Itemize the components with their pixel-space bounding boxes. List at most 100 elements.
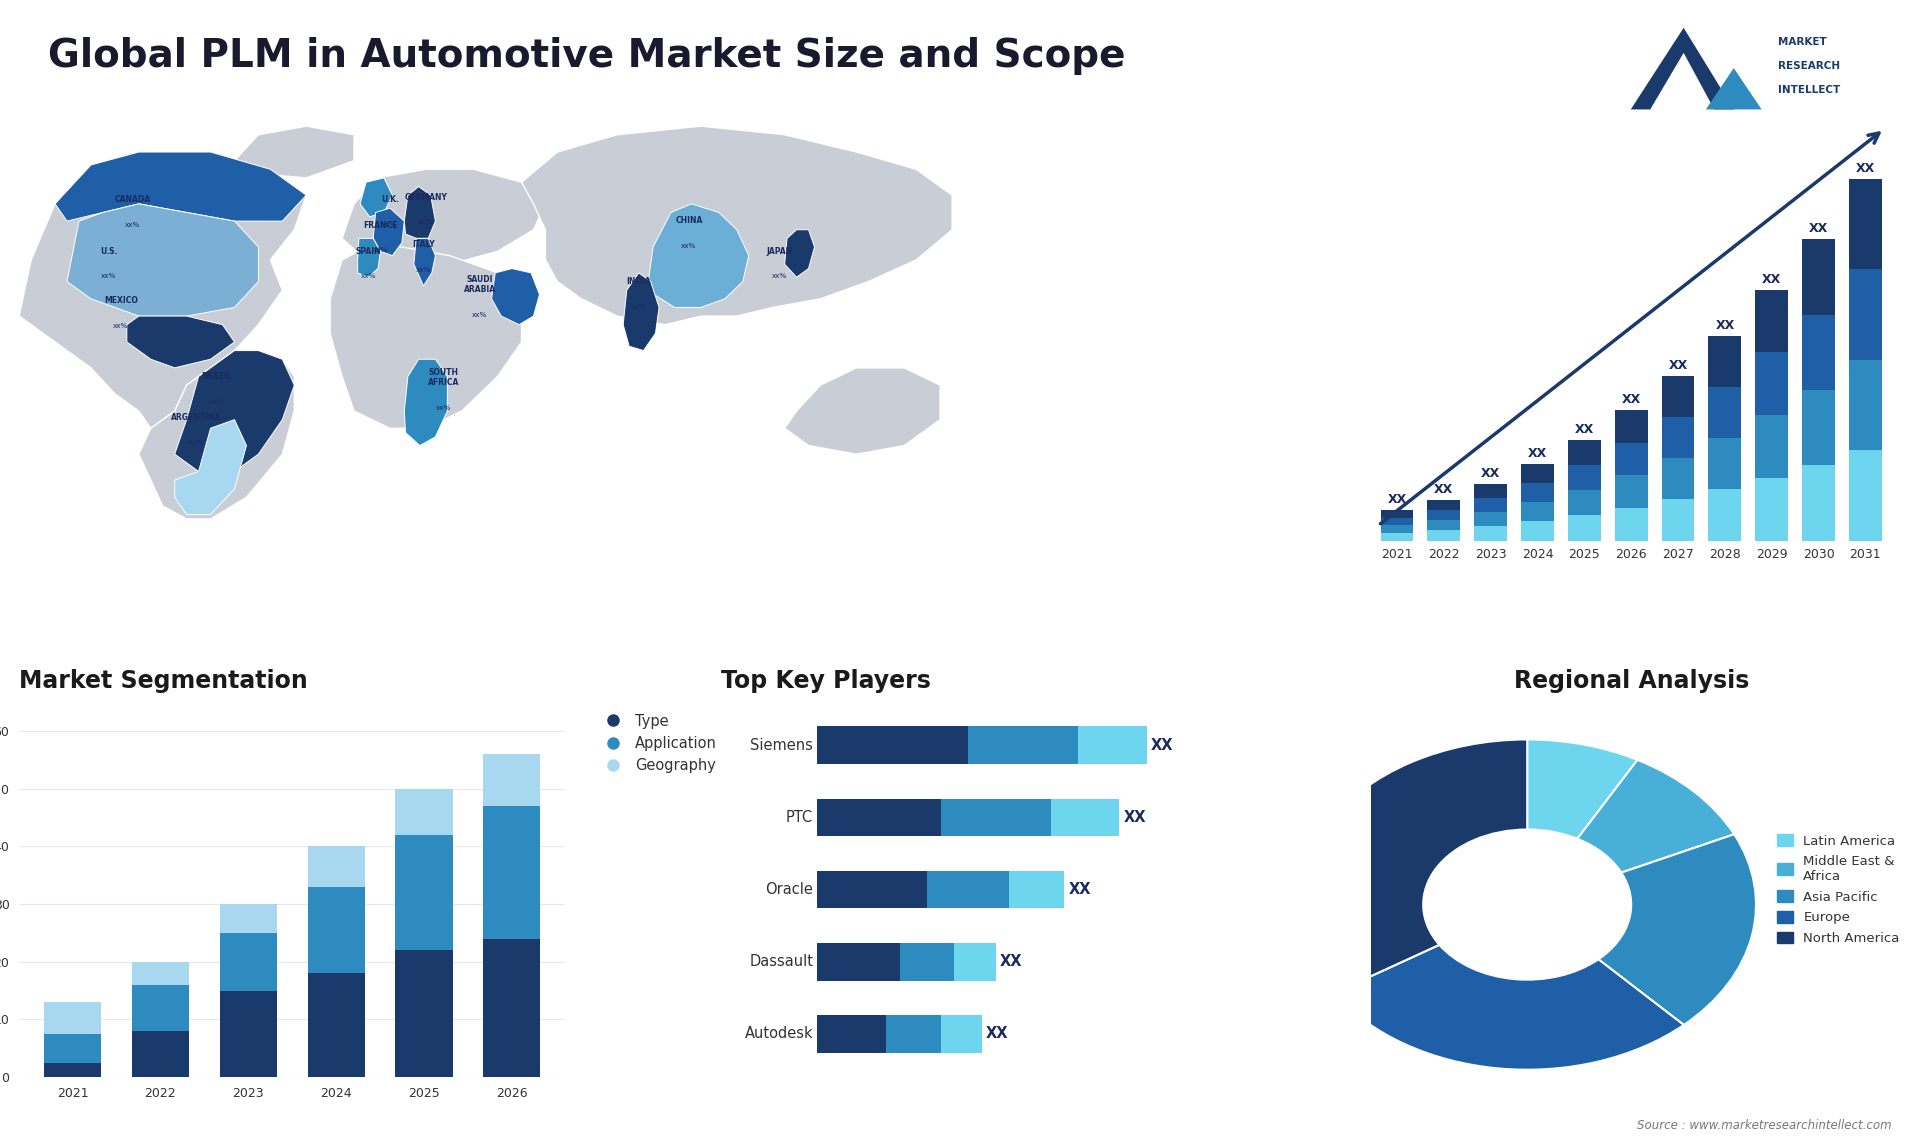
Text: xx%: xx% [419, 219, 434, 226]
Text: xx%: xx% [372, 248, 388, 253]
Text: XX: XX [1068, 882, 1091, 897]
Text: Source : www.marketresearchintellect.com: Source : www.marketresearchintellect.com [1636, 1120, 1891, 1132]
Bar [1709, 438, 1741, 489]
Polygon shape [175, 419, 246, 515]
Text: CANADA: CANADA [115, 195, 152, 204]
Text: xx%: xx% [188, 440, 204, 446]
Bar [484, 939, 540, 1077]
Bar [1755, 352, 1788, 415]
Bar [1849, 269, 1882, 360]
Text: xx%: xx% [209, 399, 225, 405]
Bar [1803, 465, 1836, 541]
Bar [307, 887, 365, 973]
Text: xx%: xx% [772, 274, 787, 280]
Text: XX: XX [1857, 162, 1876, 175]
Bar [396, 834, 453, 950]
Bar [1661, 500, 1695, 541]
Bar [1661, 417, 1695, 458]
Polygon shape [415, 238, 436, 285]
Text: MEXICO: MEXICO [104, 297, 138, 305]
Text: XX: XX [1574, 423, 1594, 437]
Text: xx%: xx% [472, 312, 488, 319]
Text: xx%: xx% [382, 221, 397, 228]
Polygon shape [405, 187, 436, 238]
Bar [1849, 179, 1882, 269]
Bar [1521, 521, 1553, 541]
Bar [885, 1015, 941, 1053]
Bar [44, 1002, 102, 1034]
Bar [1427, 520, 1461, 531]
Bar [1615, 410, 1647, 442]
Bar [1050, 799, 1119, 837]
Wedge shape [1597, 834, 1757, 1025]
Bar [307, 973, 365, 1077]
Bar [1475, 485, 1507, 499]
Text: xx%: xx% [113, 323, 129, 329]
Text: INDIA: INDIA [626, 277, 651, 285]
Text: INTELLECT: INTELLECT [1778, 85, 1841, 95]
Text: SPAIN: SPAIN [355, 246, 382, 256]
Bar [941, 799, 1050, 837]
Text: xx%: xx% [436, 405, 451, 411]
Polygon shape [624, 273, 659, 351]
Bar [818, 943, 900, 981]
Text: SAUDI
ARABIA: SAUDI ARABIA [463, 275, 495, 295]
Bar [1521, 464, 1553, 484]
Text: Market Segmentation: Market Segmentation [19, 669, 307, 693]
Bar [1569, 440, 1601, 465]
Bar [1803, 390, 1836, 465]
Text: XX: XX [1434, 484, 1453, 496]
Bar [1661, 376, 1695, 417]
Text: xx%: xx% [417, 267, 432, 273]
Bar [219, 990, 276, 1077]
Polygon shape [175, 351, 294, 480]
Bar [396, 950, 453, 1077]
Text: MARKET: MARKET [1778, 37, 1828, 47]
Polygon shape [127, 316, 234, 368]
Bar [1615, 442, 1647, 476]
Bar [1380, 518, 1413, 526]
Bar [132, 1031, 188, 1077]
Text: XX: XX [1668, 359, 1688, 371]
Bar [1077, 727, 1146, 764]
Polygon shape [1630, 28, 1734, 109]
Text: BRAZIL: BRAZIL [202, 371, 232, 380]
Text: xx%: xx% [632, 304, 647, 309]
Text: ARGENTINA: ARGENTINA [171, 413, 221, 422]
Bar [132, 961, 188, 984]
Text: XX: XX [1622, 393, 1642, 406]
Bar [1475, 526, 1507, 541]
Bar [1615, 476, 1647, 508]
Bar [1803, 315, 1836, 390]
Wedge shape [1526, 739, 1638, 839]
Legend: Latin America, Middle East &
Africa, Asia Pacific, Europe, North America: Latin America, Middle East & Africa, Asi… [1772, 830, 1903, 949]
Wedge shape [1298, 739, 1526, 994]
Text: Oracle: Oracle [766, 882, 814, 897]
Polygon shape [405, 359, 447, 446]
Text: XX: XX [1715, 319, 1734, 331]
Wedge shape [1578, 760, 1734, 872]
Bar [1709, 336, 1741, 387]
Bar [941, 1015, 981, 1053]
Text: ITALY: ITALY [413, 241, 434, 249]
Bar [1569, 465, 1601, 490]
Polygon shape [67, 204, 259, 316]
Bar [1755, 478, 1788, 541]
Text: xx%: xx% [102, 274, 117, 280]
Title: Regional Analysis: Regional Analysis [1513, 669, 1749, 693]
Polygon shape [492, 268, 540, 324]
Bar [954, 943, 996, 981]
Bar [1615, 508, 1647, 541]
Text: Autodesk: Autodesk [745, 1027, 814, 1042]
Bar [132, 984, 188, 1031]
Bar [818, 1015, 885, 1053]
Text: XX: XX [987, 1027, 1008, 1042]
Text: U.K.: U.K. [380, 195, 399, 204]
Bar [1755, 415, 1788, 478]
Polygon shape [1705, 68, 1763, 109]
Polygon shape [56, 152, 305, 221]
Polygon shape [785, 229, 814, 277]
Text: Siemens: Siemens [751, 738, 814, 753]
Bar [44, 1034, 102, 1062]
Bar [1427, 501, 1461, 510]
